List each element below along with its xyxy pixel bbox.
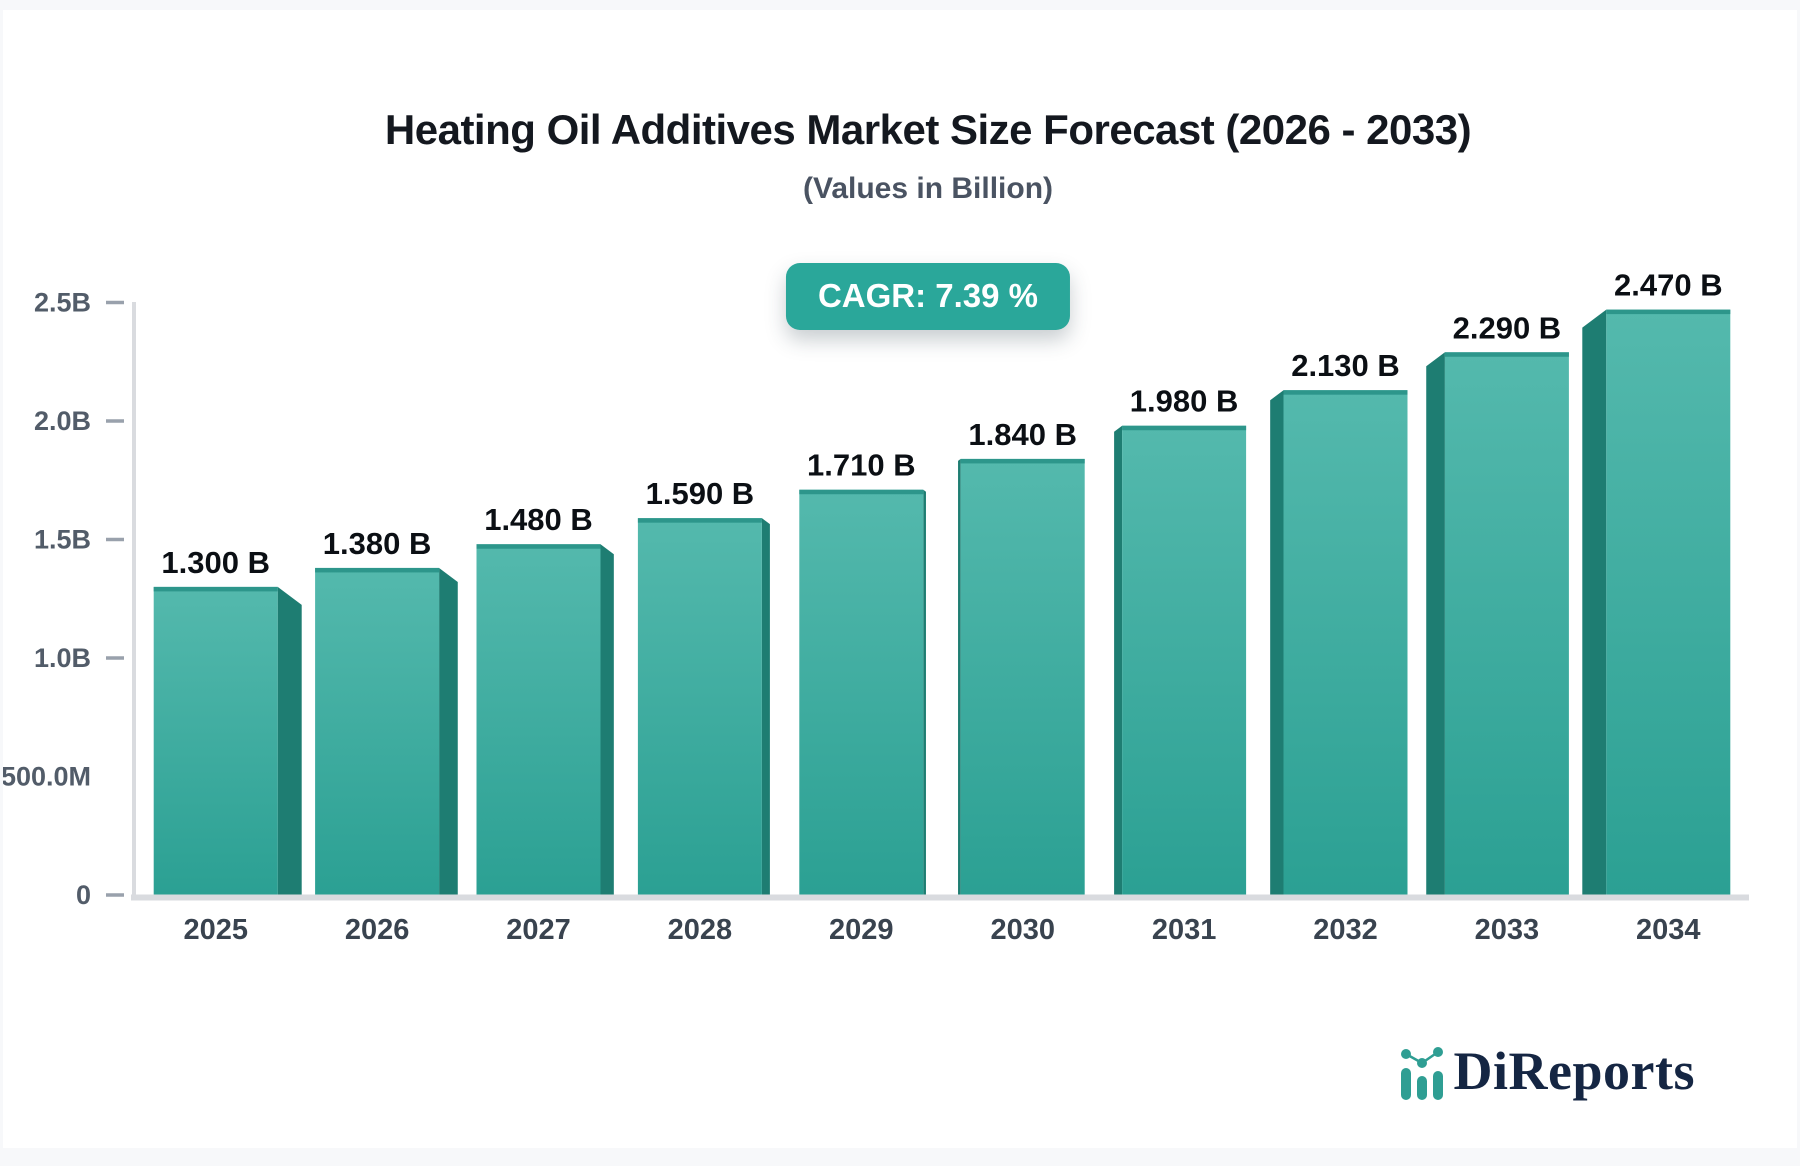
bar-top-edge [638,518,762,523]
x-axis-label: 2028 [668,914,733,946]
bar-value-label: 1.300 B [161,545,270,580]
brand-logo: DiReports [1398,1042,1695,1100]
chart-card: Heating Oil Additives Market Size Foreca… [3,10,1797,1148]
bar-line-chart-icon [1398,1044,1446,1100]
bar-side-face [1114,426,1122,896]
x-axis-label: 2025 [183,914,248,946]
bar-top-edge [1284,390,1408,395]
bar-top-edge [1445,352,1569,357]
bar-front-face [638,518,762,896]
brand-logo-text: DiReports [1454,1042,1695,1100]
bar-value-label: 2.470 B [1614,268,1723,303]
bar-side-face [439,568,458,896]
bar-top-edge [154,587,278,592]
bar-side-face [1270,390,1283,896]
x-axis-label: 2027 [506,914,571,946]
bar-front-face [961,459,1085,896]
bar-value-label: 2.130 B [1291,348,1400,383]
bar-top-edge [961,459,1085,464]
bar-series: 1.300 B 1.380 B 1.480 B 1.590 B 1.710 B 1.840… [154,268,1731,896]
bar-top-edge [799,490,923,495]
bar-value-label: 1.590 B [646,476,755,511]
bar-value-label: 1.710 B [807,448,916,483]
y-tick-label: 500.0M [3,762,91,792]
bar-side-face [1582,310,1606,896]
bar-side-face [1426,352,1445,896]
bar-front-face [1122,426,1246,896]
bar-group-2027: 1.480 B [477,502,614,896]
x-axis-label: 2030 [990,914,1055,946]
bar-group-2030: 1.840 B [958,417,1085,896]
y-tick-label: 0 [76,880,91,910]
bar-top-edge [1606,310,1730,315]
x-axis-label: 2032 [1313,914,1378,946]
bar-value-label: 1.840 B [968,417,1077,452]
bar-group-2032: 2.130 B [1270,348,1407,896]
bar-front-face [1284,390,1408,896]
bar-side-face [278,587,302,896]
bar-group-2026: 1.380 B [315,526,458,896]
bar-side-face [762,518,770,896]
y-tick-label: 1.5B [34,525,91,555]
bar-value-label: 2.290 B [1453,310,1562,345]
bar-group-2025: 1.300 B [154,545,302,896]
bar-front-face [477,544,601,896]
x-axis-label: 2026 [345,914,410,946]
bar-top-edge [1122,426,1246,431]
bar-group-2034: 2.470 B [1582,268,1730,896]
bar-group-2031: 1.980 B [1114,384,1246,896]
x-axis-label: 2033 [1475,914,1540,946]
bar-group-2029: 1.710 B [799,448,926,896]
bar-front-face [1445,352,1569,896]
y-tick-label: 2.0B [34,406,91,436]
y-tick-label: 1.0B [34,643,91,673]
y-tick-label: 2.5B [34,288,91,318]
bar-value-label: 1.480 B [484,502,593,537]
bar-side-face [923,490,926,896]
x-axis-labels: 2025 2026 2027 2028 2029 2030 2031 2032 2033 2034 [183,914,1700,946]
x-axis-label: 2034 [1636,914,1701,946]
bar-group-2028: 1.590 B [638,476,770,896]
bar-side-face [601,544,614,896]
x-axis-label: 2031 [1152,914,1217,946]
bar-side-face [958,459,961,896]
bar-value-label: 1.380 B [323,526,432,561]
bar-top-edge [315,568,439,573]
bar-front-face [1606,310,1730,896]
bar-front-face [315,568,439,896]
bar-top-edge [477,544,601,549]
axes: 2.5B 2.0B 1.5B 1.0B 500.0M 0 [3,288,134,911]
bar-value-label: 1.980 B [1130,384,1239,419]
bar-front-face [799,490,923,896]
bar-front-face [154,587,278,896]
x-axis-label: 2029 [829,914,894,946]
bar-group-2033: 2.290 B [1426,310,1569,896]
